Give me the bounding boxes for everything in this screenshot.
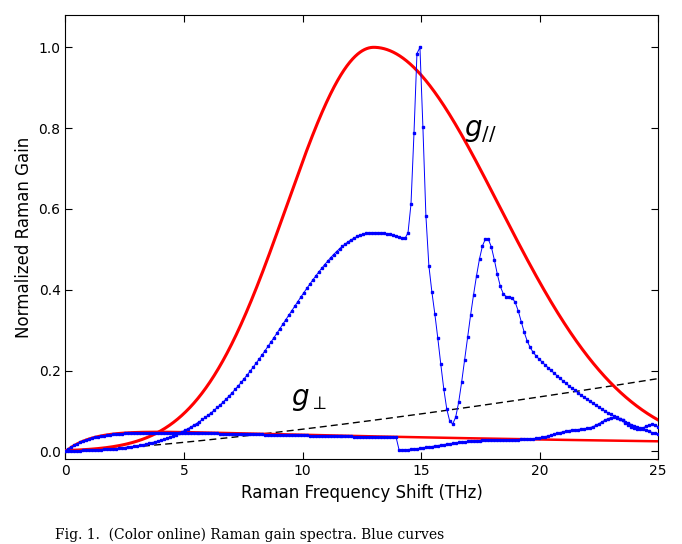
Text: $g_{\perp}$: $g_{\perp}$ <box>291 386 327 413</box>
Y-axis label: Normalized Raman Gain: Normalized Raman Gain <box>15 137 33 338</box>
Text: Fig. 1.  (Color online) Raman gain spectra. Blue curves: Fig. 1. (Color online) Raman gain spectr… <box>55 527 444 542</box>
X-axis label: Raman Frequency Shift (THz): Raman Frequency Shift (THz) <box>241 484 483 502</box>
Text: $g_{//}$: $g_{//}$ <box>464 118 496 145</box>
